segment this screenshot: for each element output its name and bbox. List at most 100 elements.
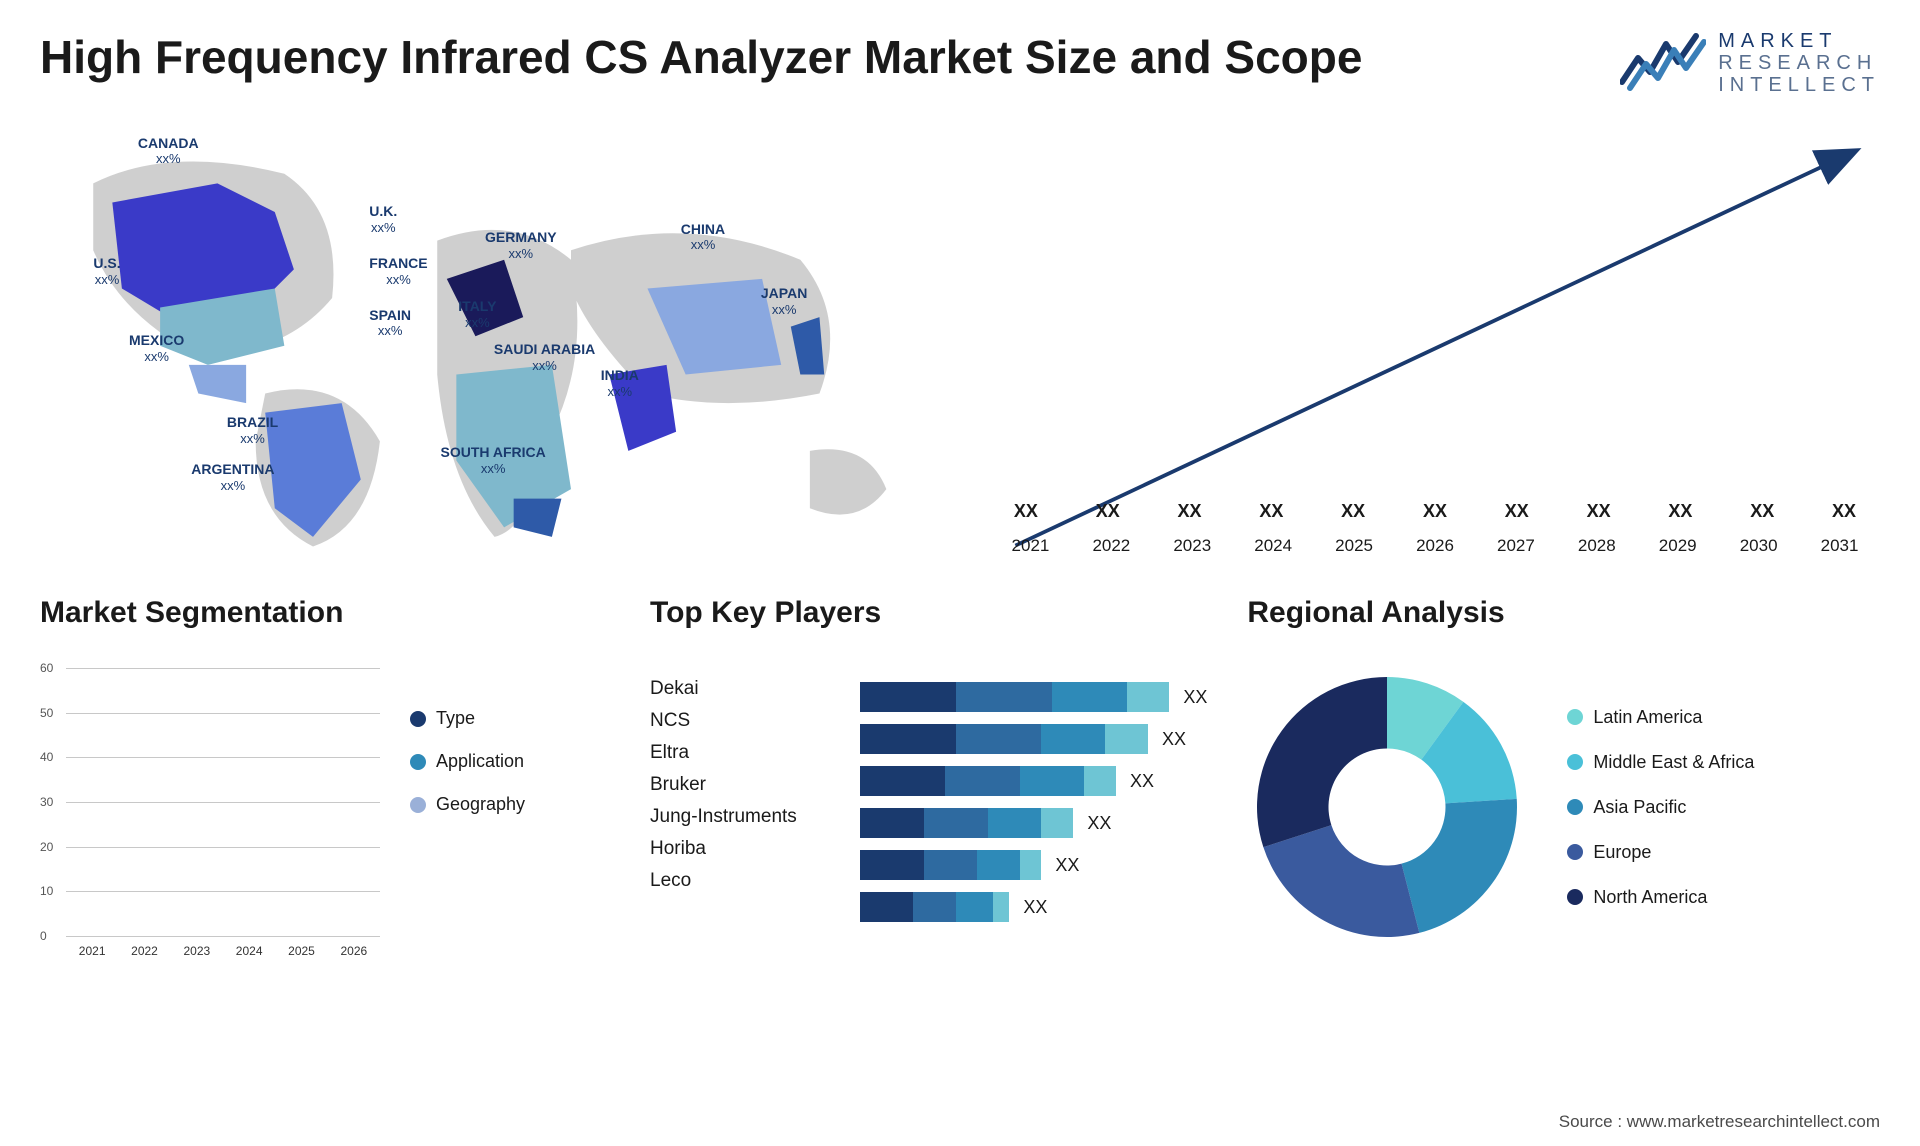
legend-label: Application (436, 751, 524, 772)
player-name: Horiba (650, 838, 830, 860)
page-title: High Frequency Infrared CS Analyzer Mark… (40, 30, 1362, 84)
player-name: Leco (650, 870, 830, 892)
legend-dot-icon (410, 754, 426, 770)
legend-dot-icon (1567, 709, 1583, 725)
map-label: U.S.xx% (93, 255, 120, 287)
map-label: SOUTH AFRICAxx% (441, 444, 546, 476)
player-bar-row: XX (860, 892, 1207, 922)
player-name: Eltra (650, 742, 830, 764)
logo-line3: INTELLECT (1718, 74, 1880, 96)
map-label: U.K.xx% (369, 203, 397, 235)
legend-item: Geography (410, 794, 610, 815)
seg-ytick: 10 (40, 884, 53, 898)
legend-dot-icon (1567, 754, 1583, 770)
player-name: NCS (650, 710, 830, 732)
legend-label: Middle East & Africa (1593, 752, 1754, 773)
growth-year-label: 2025 (1335, 536, 1373, 556)
legend-dot-icon (1567, 889, 1583, 905)
growth-bar-col: XX (1399, 501, 1471, 528)
legend-item: Latin America (1567, 707, 1880, 728)
growth-bar-col: XX (1563, 501, 1635, 528)
growth-bar-value: XX (1423, 501, 1447, 522)
seg-ytick: 40 (40, 750, 53, 764)
growth-year-label: 2030 (1740, 536, 1778, 556)
growth-bar-col: XX (1072, 501, 1144, 528)
bottom-row: Market Segmentation 0102030405060 202120… (40, 596, 1880, 966)
legend-item: Application (410, 751, 610, 772)
seg-ytick: 30 (40, 795, 53, 809)
growth-bar-value: XX (1587, 501, 1611, 522)
legend-label: Asia Pacific (1593, 797, 1686, 818)
player-name: Jung-Instruments (650, 806, 830, 828)
player-value: XX (1162, 729, 1186, 750)
player-bar-row: XX (860, 766, 1207, 796)
player-value: XX (1183, 687, 1207, 708)
seg-ytick: 60 (40, 661, 53, 675)
growth-year-label: 2024 (1254, 536, 1292, 556)
growth-bar-col: XX (1317, 501, 1389, 528)
growth-bar-value: XX (1668, 501, 1692, 522)
seg-year-label: 2022 (131, 944, 158, 958)
map-label: GERMANYxx% (485, 229, 557, 261)
map-label: FRANCExx% (369, 255, 427, 287)
legend-dot-icon (410, 711, 426, 727)
legend-label: Type (436, 708, 475, 729)
map-label: CANADAxx% (138, 135, 199, 167)
player-bar-row: XX (860, 808, 1207, 838)
legend-dot-icon (1567, 844, 1583, 860)
donut-slice (1402, 799, 1517, 933)
segmentation-chart: 0102030405060 202120222023202420252026 (40, 668, 380, 958)
legend-dot-icon (1567, 799, 1583, 815)
map-label: SAUDI ARABIAxx% (494, 341, 595, 373)
logo-mark-icon (1620, 32, 1706, 94)
legend-item: Type (410, 708, 610, 729)
player-bar-row: XX (860, 682, 1207, 712)
player-bar-row: XX (860, 850, 1207, 880)
seg-ytick: 0 (40, 929, 47, 943)
segmentation-panel: Market Segmentation 0102030405060 202120… (40, 596, 610, 966)
source-label: Source : www.marketresearchintellect.com (1559, 1112, 1880, 1132)
map-label: CHINAxx% (681, 221, 725, 253)
seg-year-label: 2026 (340, 944, 367, 958)
logo-line2: RESEARCH (1718, 52, 1880, 74)
player-bar-row: XX (860, 724, 1207, 754)
map-region-mexico (189, 365, 246, 403)
logo-text: MARKET RESEARCH INTELLECT (1718, 30, 1880, 96)
seg-year-label: 2024 (236, 944, 263, 958)
top-row: CANADAxx%U.S.xx%MEXICOxx%BRAZILxx%ARGENT… (40, 126, 1880, 556)
seg-year-label: 2023 (183, 944, 210, 958)
players-chart: XX XX XX XX XX XX (860, 678, 1207, 966)
growth-bar-col: XX (990, 501, 1062, 528)
regional-title: Regional Analysis (1247, 596, 1880, 630)
map-label: ITALYxx% (458, 298, 496, 330)
growth-year-label: 2021 (1012, 536, 1050, 556)
player-value: XX (1087, 813, 1111, 834)
growth-bar-value: XX (1750, 501, 1774, 522)
growth-year-label: 2031 (1821, 536, 1859, 556)
growth-bar-value: XX (1832, 501, 1856, 522)
segmentation-legend: Type Application Geography (410, 668, 610, 966)
growth-bar-value: XX (1178, 501, 1202, 522)
player-value: XX (1055, 855, 1079, 876)
legend-label: North America (1593, 887, 1707, 908)
growth-year-label: 2028 (1578, 536, 1616, 556)
growth-year-label: 2022 (1092, 536, 1130, 556)
legend-item: North America (1567, 887, 1880, 908)
donut-slice (1264, 825, 1420, 937)
map-label: SPAINxx% (369, 307, 411, 339)
map-label: MEXICOxx% (129, 332, 184, 364)
growth-bar-col: XX (1808, 501, 1880, 528)
legend-label: Geography (436, 794, 525, 815)
map-label: INDIAxx% (601, 367, 639, 399)
growth-year-label: 2029 (1659, 536, 1697, 556)
player-name: Dekai (650, 678, 830, 700)
donut-slice (1257, 677, 1387, 847)
logo-line1: MARKET (1718, 30, 1880, 52)
players-list: DekaiNCSEltraBrukerJung-InstrumentsHorib… (650, 678, 830, 966)
map-region-saf (514, 499, 562, 537)
header: High Frequency Infrared CS Analyzer Mark… (40, 30, 1880, 96)
growth-bar-col: XX (1154, 501, 1226, 528)
player-value: XX (1130, 771, 1154, 792)
growth-year-label: 2023 (1173, 536, 1211, 556)
growth-year-label: 2026 (1416, 536, 1454, 556)
